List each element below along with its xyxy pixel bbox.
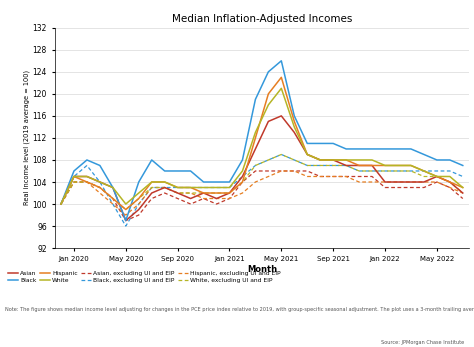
Y-axis label: Real income level (2019 average = 100): Real income level (2019 average = 100) <box>23 70 29 205</box>
Text: Source: JPMorgan Chase Institute: Source: JPMorgan Chase Institute <box>381 340 465 345</box>
X-axis label: Month: Month <box>247 264 277 273</box>
Title: Median Inflation-Adjusted Incomes: Median Inflation-Adjusted Incomes <box>172 14 352 24</box>
Legend: Asian, Black, Hispanic, White, Asian, excluding UI and EIP, Black, excluding UI : Asian, Black, Hispanic, White, Asian, ex… <box>8 271 281 283</box>
Text: Note: The figure shows median income level adjusting for changes in the PCE pric: Note: The figure shows median income lev… <box>5 307 474 312</box>
